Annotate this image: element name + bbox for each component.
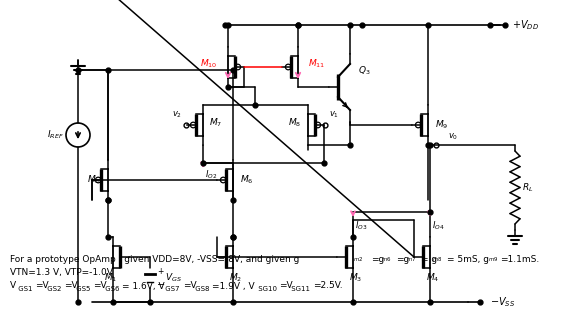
- Text: $v_0$: $v_0$: [448, 132, 458, 142]
- Text: $_{m7}$: $_{m7}$: [406, 254, 416, 263]
- Text: $_{m6}$: $_{m6}$: [381, 254, 392, 263]
- Text: $M_4$: $M_4$: [426, 272, 439, 284]
- Text: GS6: GS6: [103, 286, 119, 292]
- Text: $M_6$: $M_6$: [240, 174, 254, 186]
- Text: $M_7$: $M_7$: [209, 117, 223, 129]
- Text: GS2: GS2: [45, 286, 62, 292]
- Text: GS8: GS8: [193, 286, 210, 292]
- Text: GS7: GS7: [163, 286, 180, 292]
- Text: $M_{10}$: $M_{10}$: [200, 58, 218, 70]
- Text: =V: =V: [93, 281, 107, 290]
- Text: $M_2$: $M_2$: [229, 272, 242, 284]
- Text: $I_{REF}$: $I_{REF}$: [47, 129, 64, 141]
- Text: $M_5$: $M_5$: [88, 174, 101, 186]
- Text: $M_8$: $M_8$: [289, 117, 302, 129]
- Text: =V: =V: [279, 281, 293, 290]
- Text: =V: =V: [35, 281, 48, 290]
- Text: $_{m8}$: $_{m8}$: [432, 254, 442, 263]
- Text: GS5: GS5: [74, 286, 90, 292]
- Text: $I_{O4}$: $I_{O4}$: [432, 220, 444, 232]
- Text: = g: = g: [421, 254, 437, 263]
- Text: VTN=1.3 V, VTP=-1.0V: VTN=1.3 V, VTP=-1.0V: [10, 269, 113, 278]
- Text: =2.5V.: =2.5V.: [313, 281, 343, 290]
- Text: $-V_{SS}$: $-V_{SS}$: [490, 295, 516, 309]
- Text: −: −: [157, 280, 165, 290]
- Text: =1.1mS.: =1.1mS.: [500, 254, 539, 263]
- Text: $v_1$: $v_1$: [329, 110, 339, 120]
- Text: =g: =g: [371, 254, 384, 263]
- Text: $I_{O2}$: $I_{O2}$: [205, 169, 217, 181]
- Text: $M_9$: $M_9$: [435, 119, 449, 131]
- Text: = 1.6V, V: = 1.6V, V: [122, 281, 165, 290]
- Text: $+V_{DD}$: $+V_{DD}$: [512, 18, 539, 32]
- Text: =V: =V: [183, 281, 196, 290]
- Text: = 5mS, g: = 5mS, g: [447, 254, 489, 263]
- Text: =V: =V: [64, 281, 78, 290]
- Text: For a prototype OpAmp , given VDD=8V, -VSS=-8V, and given g: For a prototype OpAmp , given VDD=8V, -V…: [10, 254, 300, 263]
- Text: GS1: GS1: [16, 286, 32, 292]
- Text: $I_{O3}$: $I_{O3}$: [355, 220, 367, 232]
- Text: $M_{11}$: $M_{11}$: [308, 58, 325, 70]
- Text: $M_3$: $M_3$: [350, 272, 363, 284]
- Text: $_{m9}$: $_{m9}$: [488, 254, 498, 263]
- Text: $Q_3$: $Q_3$: [358, 65, 370, 77]
- Text: $v_2$: $v_2$: [172, 110, 182, 120]
- Text: V: V: [10, 281, 16, 290]
- Text: $R_L$: $R_L$: [522, 182, 534, 194]
- Text: =1.9V , V: =1.9V , V: [212, 281, 255, 290]
- Text: $_{m2}$: $_{m2}$: [353, 254, 363, 263]
- Text: +: +: [157, 267, 164, 276]
- Text: $M_1$: $M_1$: [104, 272, 118, 284]
- Text: SG10: SG10: [256, 286, 277, 292]
- Text: $V_{GS}$: $V_{GS}$: [165, 272, 182, 284]
- Text: =g: =g: [396, 254, 410, 263]
- Text: SG11: SG11: [289, 286, 310, 292]
